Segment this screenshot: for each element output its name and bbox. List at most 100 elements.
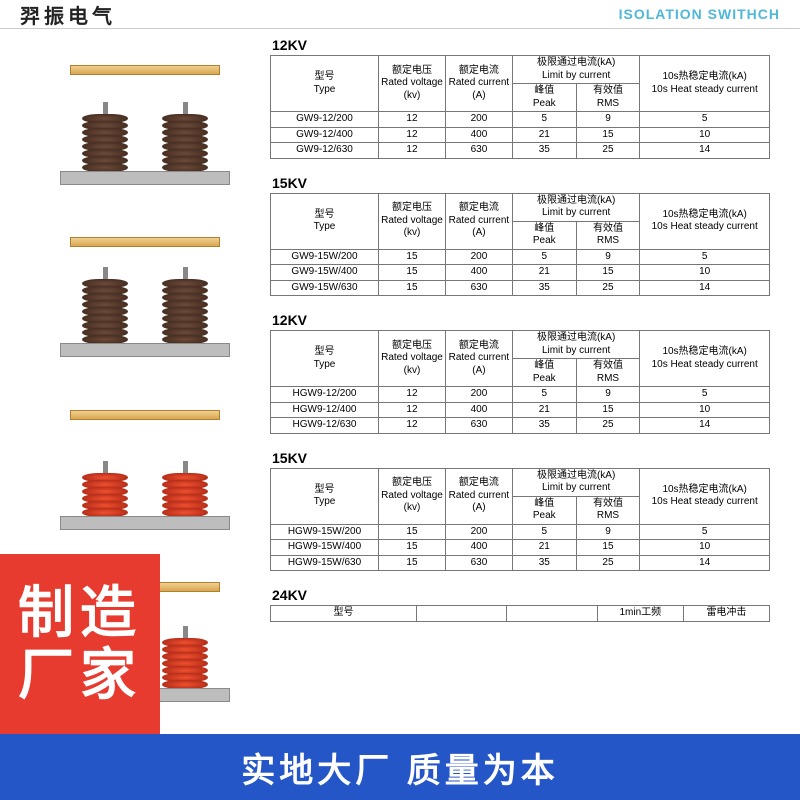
- cell-kv: 12: [379, 127, 446, 143]
- spec-section: 15KV 型号Type 额定电压Rated voltage(kv) 额定电流Ra…: [270, 173, 770, 297]
- cell-heat: 14: [640, 555, 770, 571]
- cell-type: HGW9-15W/400: [271, 540, 379, 556]
- cell-heat: 10: [640, 402, 770, 418]
- col-type: 型号Type: [271, 56, 379, 112]
- brand-text: 羿振电气: [20, 0, 116, 29]
- cell-kv: 15: [379, 280, 446, 296]
- col-rms: 有效值RMS: [576, 84, 640, 112]
- col-limit: 极限通过电流(kA)Limit by current: [512, 331, 639, 359]
- insulator-right: [162, 102, 208, 172]
- col-rms: 有效值RMS: [576, 359, 640, 387]
- insulator-right: [162, 626, 208, 689]
- cell-type: GW9-15W/630: [271, 280, 379, 296]
- cell-kv: 12: [379, 143, 446, 159]
- badge-line-1: 制造: [18, 582, 142, 644]
- table-row: GW9-12/400 12 400 21 15 10: [271, 127, 770, 143]
- top-bar: 羿振电气 ISOLATION SWITHCH: [0, 0, 800, 28]
- cell-rms: 25: [576, 143, 640, 159]
- col-current: 额定电流Rated current(A): [445, 468, 512, 524]
- insulator-left: [82, 461, 128, 517]
- cell-kv: 12: [379, 418, 446, 434]
- table-row: GW9-15W/200 15 200 5 9 5: [271, 249, 770, 265]
- cell-type: GW9-15W/400: [271, 265, 379, 281]
- cell-type: HGW9-12/630: [271, 418, 379, 434]
- col-heat: 10s热稳定电流(kA)10s Heat steady current: [640, 468, 770, 524]
- cell-kv: 12: [379, 402, 446, 418]
- col-peak: 峰值Peak: [512, 359, 576, 387]
- cell-peak: 21: [512, 540, 576, 556]
- insulator-right: [162, 267, 208, 344]
- col-voltage: 额定电压Rated voltage(kv): [379, 331, 446, 387]
- cell-rms: 9: [576, 387, 640, 403]
- spec-section: 12KV 型号Type 额定电压Rated voltage(kv) 额定电流Ra…: [270, 35, 770, 159]
- cell-a: 400: [445, 402, 512, 418]
- cell-rms: 9: [576, 112, 640, 128]
- page: 羿振电气 ISOLATION SWITHCH: [0, 0, 800, 800]
- cell-heat: 5: [640, 524, 770, 540]
- table-row: HGW9-12/400 12 400 21 15 10: [271, 402, 770, 418]
- cell-heat: 10: [640, 540, 770, 556]
- table-row: GW9-12/630 12 630 35 25 14: [271, 143, 770, 159]
- cell-type: GW9-15W/200: [271, 249, 379, 265]
- section-title: 24KV: [272, 587, 770, 603]
- cell-rms: 15: [576, 402, 640, 418]
- col-voltage: 额定电压Rated voltage(kv): [379, 56, 446, 112]
- spec-tables-column: 12KV 型号Type 额定电压Rated voltage(kv) 额定电流Ra…: [270, 29, 800, 734]
- cell-rms: 9: [576, 249, 640, 265]
- cell-a: 200: [445, 112, 512, 128]
- cell-rms: 15: [576, 127, 640, 143]
- cell-peak: 5: [512, 387, 576, 403]
- table-row: GW9-12/200 12 200 5 9 5: [271, 112, 770, 128]
- col-heat: 10s热稳定电流(kA)10s Heat steady current: [640, 331, 770, 387]
- spec-table: 型号Type 额定电压Rated voltage(kv) 额定电流Rated c…: [270, 468, 770, 572]
- section-title: 12KV: [272, 37, 770, 53]
- col-voltage: 额定电压Rated voltage(kv): [379, 193, 446, 249]
- cell-a: 200: [445, 387, 512, 403]
- cell-type: HGW9-15W/200: [271, 524, 379, 540]
- base-plate: [60, 171, 230, 185]
- section-title: 15KV: [272, 175, 770, 191]
- product-illustration: [40, 217, 250, 369]
- cell-peak: 35: [512, 143, 576, 159]
- cell-rms: 15: [576, 540, 640, 556]
- table-row: HGW9-12/630 12 630 35 25 14: [271, 418, 770, 434]
- manufacturer-badge: 制造 厂家: [0, 554, 160, 734]
- spec-section: 15KV 型号Type 额定电压Rated voltage(kv) 额定电流Ra…: [270, 448, 770, 572]
- cell-heat: 5: [640, 112, 770, 128]
- footer-banner: 实地大厂 质量为本: [0, 734, 800, 800]
- insulator-left: [82, 267, 128, 344]
- col-limit: 极限通过电流(kA)Limit by current: [512, 468, 639, 496]
- header-subtitle: ISOLATION SWITHCH: [619, 6, 780, 22]
- cell-kv: 15: [379, 524, 446, 540]
- cell-peak: 5: [512, 524, 576, 540]
- cell-rms: 25: [576, 418, 640, 434]
- col-rms: 有效值RMS: [576, 496, 640, 524]
- insulator-right: [162, 461, 208, 517]
- spec-table: 型号Type 额定电压Rated voltage(kv) 额定电流Rated c…: [270, 55, 770, 159]
- col-current: [507, 606, 597, 622]
- col-heat: 10s热稳定电流(kA)10s Heat steady current: [640, 193, 770, 249]
- bus-bar: [70, 65, 220, 75]
- table-row: HGW9-15W/200 15 200 5 9 5: [271, 524, 770, 540]
- table-row: HGW9-15W/630 15 630 35 25 14: [271, 555, 770, 571]
- cell-heat: 14: [640, 280, 770, 296]
- footer-text: 实地大厂 质量为本: [241, 743, 558, 792]
- cell-a: 630: [445, 143, 512, 159]
- spec-section: 12KV 型号Type 额定电压Rated voltage(kv) 额定电流Ra…: [270, 310, 770, 434]
- cell-heat: 5: [640, 249, 770, 265]
- cell-a: 400: [445, 265, 512, 281]
- section-title: 12KV: [272, 312, 770, 328]
- insulator-left: [82, 102, 128, 172]
- cell-kv: 15: [379, 249, 446, 265]
- cell-peak: 35: [512, 418, 576, 434]
- cell-a: 630: [445, 280, 512, 296]
- cell-rms: 25: [576, 555, 640, 571]
- col-voltage: [416, 606, 506, 622]
- cell-type: GW9-12/630: [271, 143, 379, 159]
- cell-rms: 15: [576, 265, 640, 281]
- cell-peak: 5: [512, 249, 576, 265]
- cell-heat: 10: [640, 127, 770, 143]
- table-row: HGW9-15W/400 15 400 21 15 10: [271, 540, 770, 556]
- spec-table: 型号Type 额定电压Rated voltage(kv) 额定电流Rated c…: [270, 330, 770, 434]
- cell-kv: 15: [379, 265, 446, 281]
